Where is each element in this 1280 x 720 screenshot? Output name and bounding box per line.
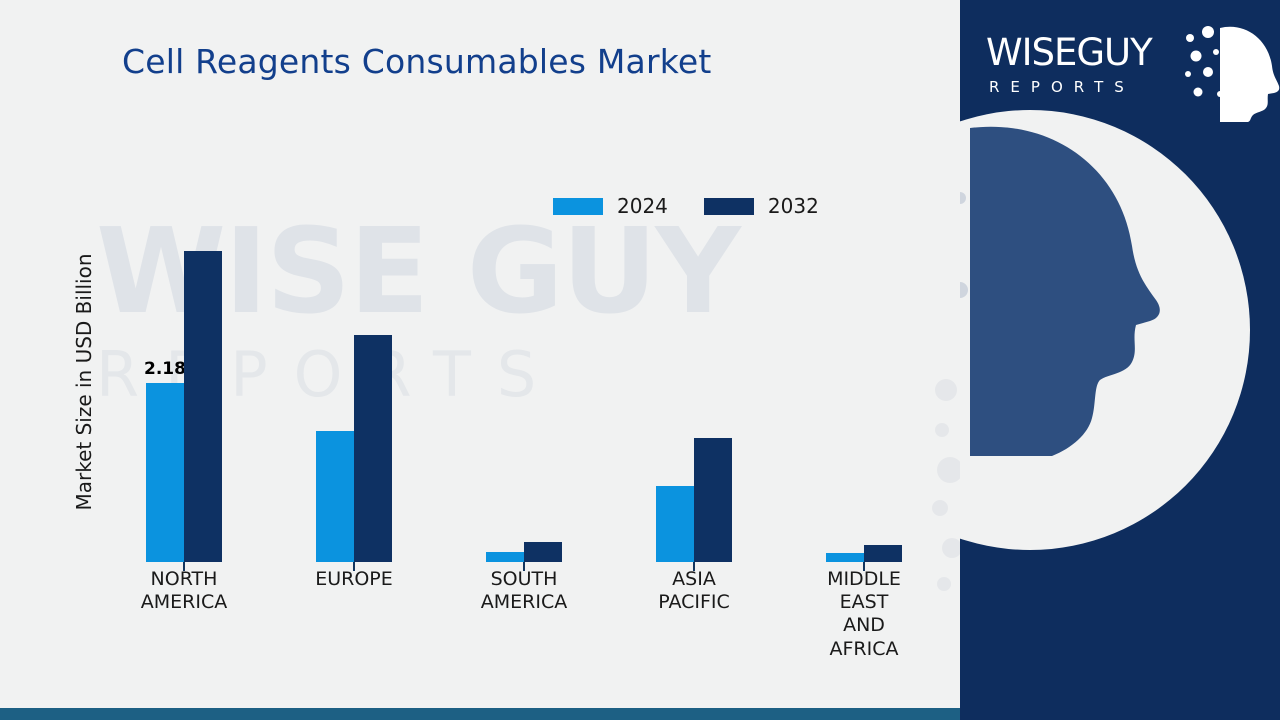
x-axis-label-asia-pacific: ASIA PACIFIC — [658, 568, 730, 614]
x-axis-tick — [693, 562, 695, 571]
legend-label-2024: 2024 — [617, 194, 668, 218]
bar-group: 2.18 — [144, 230, 224, 571]
chart-legend: 2024 2032 — [553, 194, 819, 218]
bar-group — [654, 230, 734, 571]
brand-panel: WISEGUY REPORTS — [960, 0, 1280, 720]
bar-group — [824, 230, 904, 571]
x-axis-tick — [183, 562, 185, 571]
x-axis-tick — [353, 562, 355, 571]
chart-title: Cell Reagents Consumables Market — [122, 42, 712, 81]
bar-2024-south-america[interactable] — [486, 552, 524, 562]
bar-2032-south-america[interactable] — [524, 542, 562, 562]
logo-subtitle: REPORTS — [989, 78, 1135, 96]
legend-swatch-2032 — [703, 197, 754, 215]
x-axis-tick — [523, 562, 525, 571]
legend-item-2024[interactable]: 2024 — [553, 194, 668, 218]
y-axis-label: Market Size in USD Billion — [72, 253, 96, 511]
bar-2024-europe[interactable] — [316, 430, 354, 562]
legend-swatch-2024 — [553, 197, 603, 215]
legend-item-2032[interactable]: 2032 — [703, 194, 819, 218]
legend-label-2032: 2032 — [767, 194, 819, 218]
wiseguy-logo: WISEGUY REPORTS — [986, 26, 1280, 122]
chart-panel: WISE GUY REPORTS Cell Reagents Consumabl… — [0, 42, 960, 720]
bar-2032-asia-pacific[interactable] — [694, 438, 732, 562]
x-axis-label-south-america: SOUTH AMERICA — [480, 568, 568, 614]
head-profile-silhouette — [970, 126, 1160, 457]
x-axis-tick — [863, 562, 865, 571]
bar-2024-middle-east-and-africa[interactable] — [826, 552, 864, 562]
bar-2032-middle-east-and-africa[interactable] — [864, 544, 902, 562]
logo-head-icon — [1220, 26, 1280, 122]
x-axis-label-middle-east-and-africa: MIDDLE EAST AND AFRICA — [827, 568, 901, 660]
bar-2032-north-america[interactable] — [184, 251, 222, 562]
bar-2032-europe[interactable] — [354, 334, 392, 562]
plot-area: 2.18 — [110, 230, 920, 571]
bottom-accent-strip — [0, 708, 960, 720]
x-axis-label-north-america: NORTH AMERICA — [140, 568, 228, 614]
bar-group — [484, 230, 564, 571]
brand-dot-pattern — [960, 192, 968, 298]
bar-value-label: 2.18 — [144, 359, 186, 380]
bar-group — [314, 230, 394, 571]
bar-2024-north-america[interactable]: 2.18 — [144, 359, 186, 562]
x-axis-label-europe: EUROPE — [315, 568, 393, 590]
logo-wordmark: WISEGUY — [986, 31, 1153, 74]
bar-2024-asia-pacific[interactable] — [656, 485, 694, 562]
